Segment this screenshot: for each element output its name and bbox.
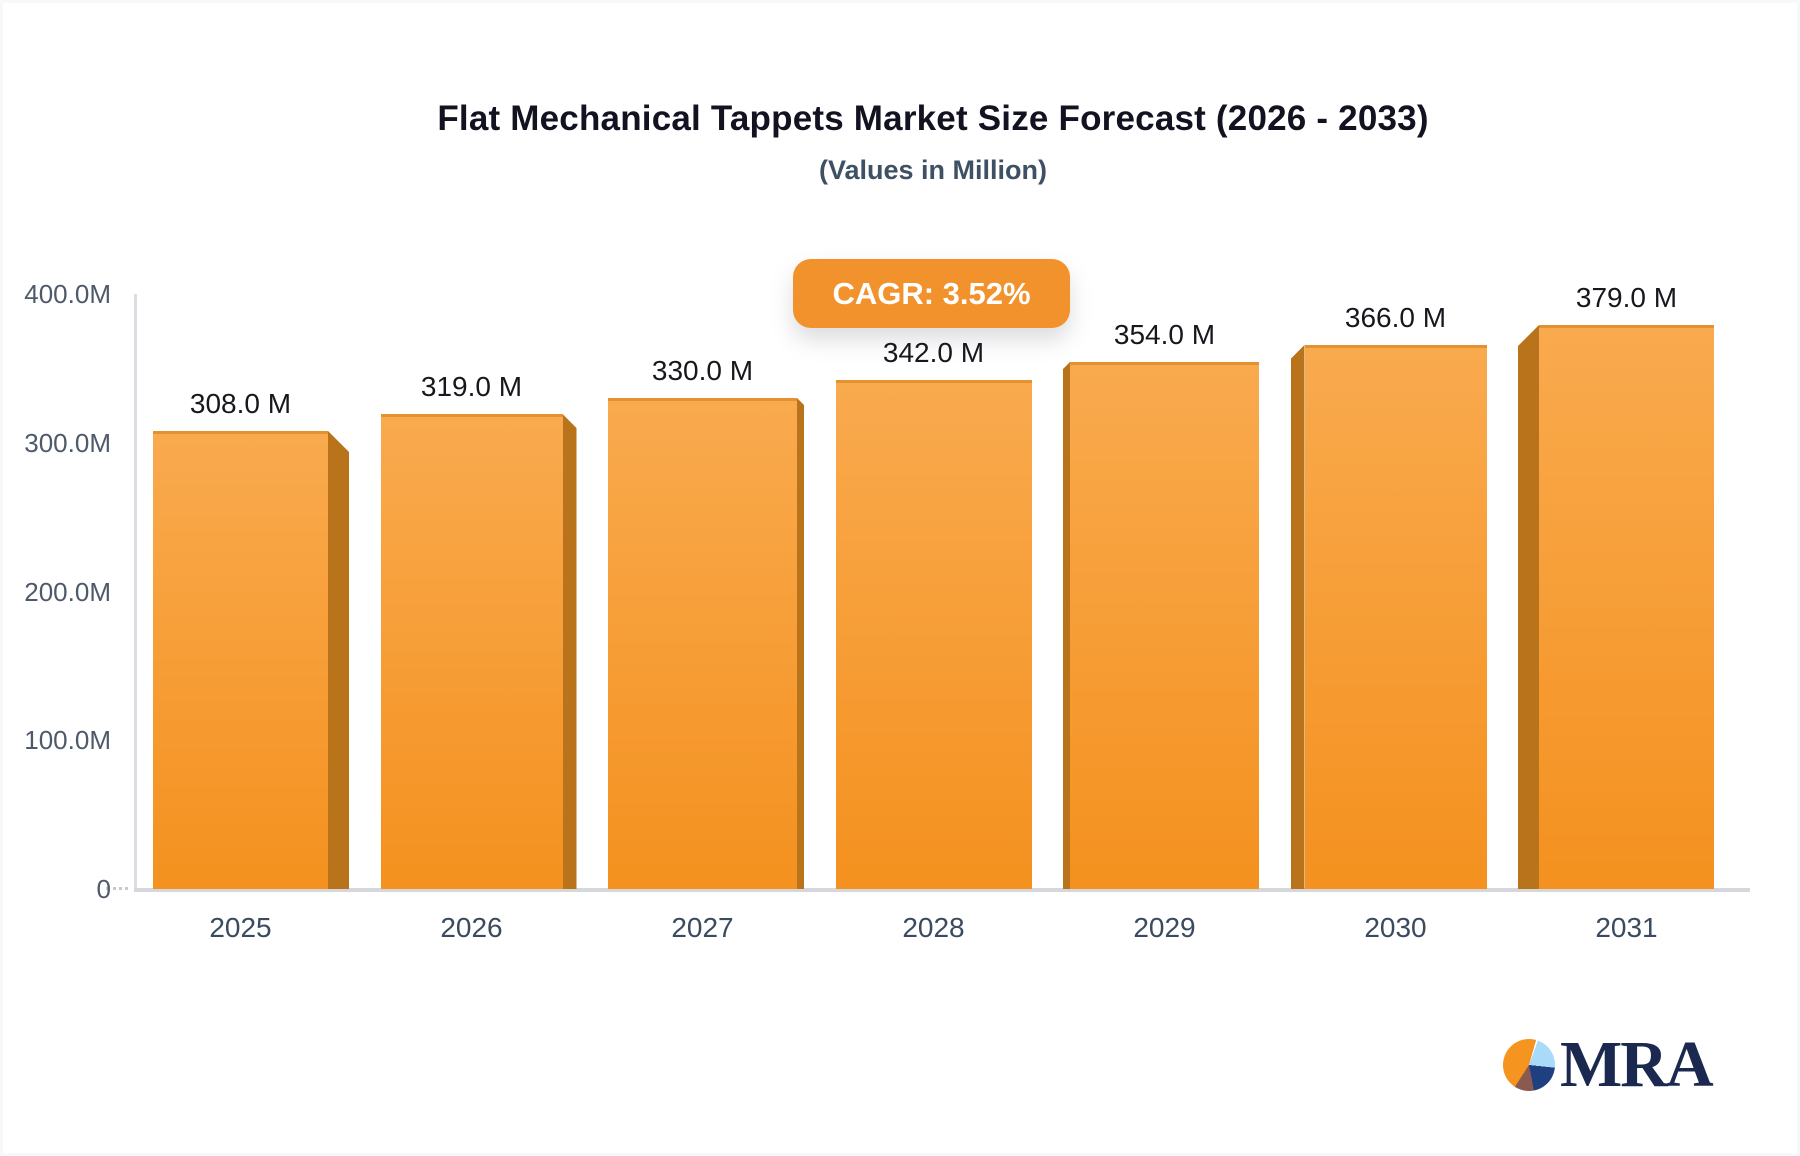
x-axis-label: 2030 [1364,912,1427,943]
bar-2031 [1518,325,1714,889]
bar-side-face [328,431,349,889]
bar-side-face [1518,325,1539,889]
pie-chart-logo-icon [1503,1039,1555,1091]
bar-front-face [380,414,563,889]
zero-tick-mark [106,887,128,890]
y-axis-line [134,294,137,890]
x-axis-line [134,888,1750,892]
bar-2028 [835,380,1032,889]
bar-value-label: 342.0 M [882,337,985,368]
x-axis-label: 2026 [440,912,503,943]
bar-side-face [562,414,577,889]
bar-2027 [608,398,804,889]
bar-value-label: 319.0 M [420,371,523,402]
bar-2030 [1290,345,1487,889]
y-axis-label: 0 [96,874,111,904]
page-title: Flat Mechanical Tappets Market Size Fore… [437,99,1429,138]
x-axis-label: 2025 [209,912,272,943]
y-axis-label: 400.0M [24,279,111,309]
bar-front-face [1070,362,1259,889]
x-axis-label: 2029 [1133,912,1196,943]
bar-value-label: 366.0 M [1344,302,1447,333]
bar-front-face [835,380,1032,889]
bar-value-label: 354.0 M [1113,319,1216,350]
bar-value-label: 330.0 M [651,355,754,386]
bar-2029 [1063,362,1259,889]
bar-front-face [1304,345,1487,889]
bar-side-face [1290,345,1305,889]
cagr-badge: CAGR: 3.52% [793,259,1070,328]
bar-side-face [1063,362,1070,889]
x-axis-label: 2027 [671,912,734,943]
bar-value-label: 379.0 M [1575,282,1678,313]
x-axis-label: 2031 [1595,912,1658,943]
bar-value-label: 308.0 M [189,388,292,419]
bar-2026 [380,414,577,889]
x-axis-label: 2028 [902,912,965,943]
brand-logo: MRA [1503,1028,1714,1101]
bar-front-face [608,398,797,889]
bar-2025 [153,431,349,889]
y-axis-label: 100.0M [24,725,111,756]
y-axis-label: 200.0M [24,576,111,607]
y-axis-label: 300.0M [24,427,111,458]
bar-front-face [1539,325,1714,889]
bar-front-face [153,431,328,889]
bar-side-face [797,398,804,889]
logo-text: MRA [1560,1028,1714,1101]
page-subtitle: (Values in Million) [818,155,1048,185]
